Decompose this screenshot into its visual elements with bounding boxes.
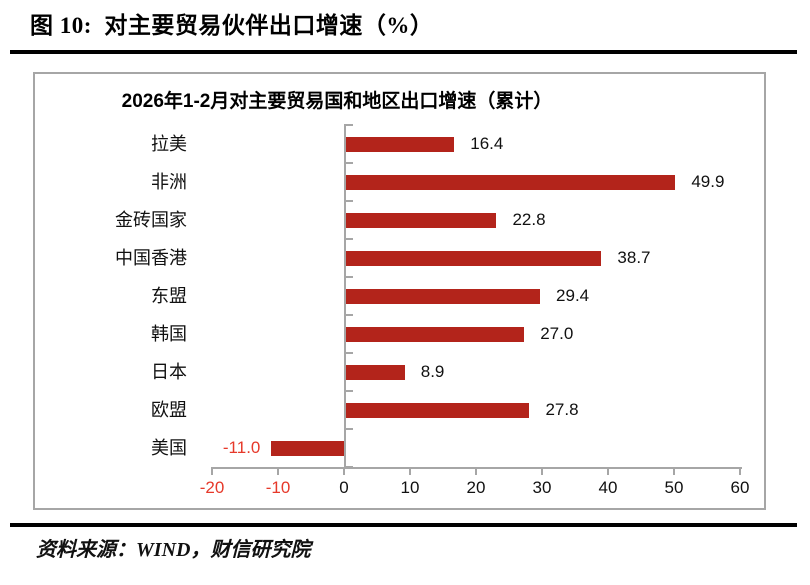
source-note: 资料来源：WIND，财信研究院 xyxy=(36,539,311,561)
y-axis-tick xyxy=(344,428,353,430)
category-label: 美国 xyxy=(151,438,187,458)
y-axis-line xyxy=(344,125,346,469)
y-axis-tick xyxy=(344,314,353,316)
y-axis-tick xyxy=(344,276,353,278)
x-axis-tick xyxy=(409,467,411,475)
bar xyxy=(346,174,676,190)
x-axis-tick xyxy=(673,467,675,475)
x-axis-line xyxy=(212,467,742,469)
x-axis-tick xyxy=(475,467,477,475)
bar xyxy=(346,402,530,418)
title-divider xyxy=(10,50,797,54)
y-axis-tick xyxy=(344,162,353,164)
bar-value-label: 8.9 xyxy=(420,362,445,381)
x-axis-tick xyxy=(607,467,609,475)
bar xyxy=(346,250,602,266)
bar-value-label: 27.0 xyxy=(540,324,574,343)
bar-value-label: 16.4 xyxy=(470,134,504,153)
bar-value-label: 22.8 xyxy=(512,210,546,229)
category-label: 日本 xyxy=(151,362,187,382)
x-axis-tick xyxy=(541,467,543,475)
chart: 2026年1-2月对主要贸易国和地区出口增速（累计） -20 -10 0 10 20 30… xyxy=(33,72,766,510)
bar-value-label: 38.7 xyxy=(617,248,651,267)
x-tick-label: 40 xyxy=(598,478,618,497)
x-tick-label: 10 xyxy=(400,478,420,497)
y-axis-tick xyxy=(344,238,353,240)
category-label: 非洲 xyxy=(151,172,187,192)
y-axis-tick xyxy=(344,124,353,126)
bar xyxy=(346,136,455,152)
chart-title: 2026年1-2月对主要贸易国和地区出口增速（累计） xyxy=(121,91,553,112)
x-axis-tick xyxy=(277,467,279,475)
y-axis-tick xyxy=(344,200,353,202)
x-axis-tick xyxy=(739,467,741,475)
x-tick-label: 0 xyxy=(339,478,349,497)
y-axis-tick xyxy=(344,390,353,392)
figure-title: 图 10: 对主要贸易伙伴出口增速（%） xyxy=(30,13,434,38)
x-tick-label: -20 xyxy=(199,478,225,497)
bar-value-label: 49.9 xyxy=(691,172,725,191)
footer-divider xyxy=(10,523,797,527)
bar xyxy=(346,212,497,228)
x-tick-label: 20 xyxy=(466,478,486,497)
bar-value-label: -11.0 xyxy=(222,438,261,457)
category-label: 东盟 xyxy=(151,286,187,306)
bar xyxy=(346,288,541,304)
bar-value-label: 29.4 xyxy=(556,286,590,305)
y-axis-tick xyxy=(344,352,353,354)
plot-area: -20 -10 0 10 20 30 40 50 60 拉美 16.4 非洲 49.9 金砖国家 22.8 中… xyxy=(35,74,764,508)
bar xyxy=(346,326,525,342)
category-label: 金砖国家 xyxy=(115,210,187,230)
bar xyxy=(346,364,405,380)
bar-value-label: 27.8 xyxy=(545,400,579,419)
category-label: 韩国 xyxy=(151,324,187,344)
x-tick-label: 30 xyxy=(532,478,552,497)
x-tick-label: -10 xyxy=(265,478,291,497)
x-tick-label: 50 xyxy=(664,478,684,497)
x-tick-label: 60 xyxy=(730,478,750,497)
category-label: 欧盟 xyxy=(151,400,187,420)
x-axis-tick xyxy=(343,467,345,475)
bar xyxy=(271,440,344,456)
category-label: 中国香港 xyxy=(115,248,187,268)
x-axis-tick xyxy=(211,467,213,475)
category-label: 拉美 xyxy=(151,134,187,154)
